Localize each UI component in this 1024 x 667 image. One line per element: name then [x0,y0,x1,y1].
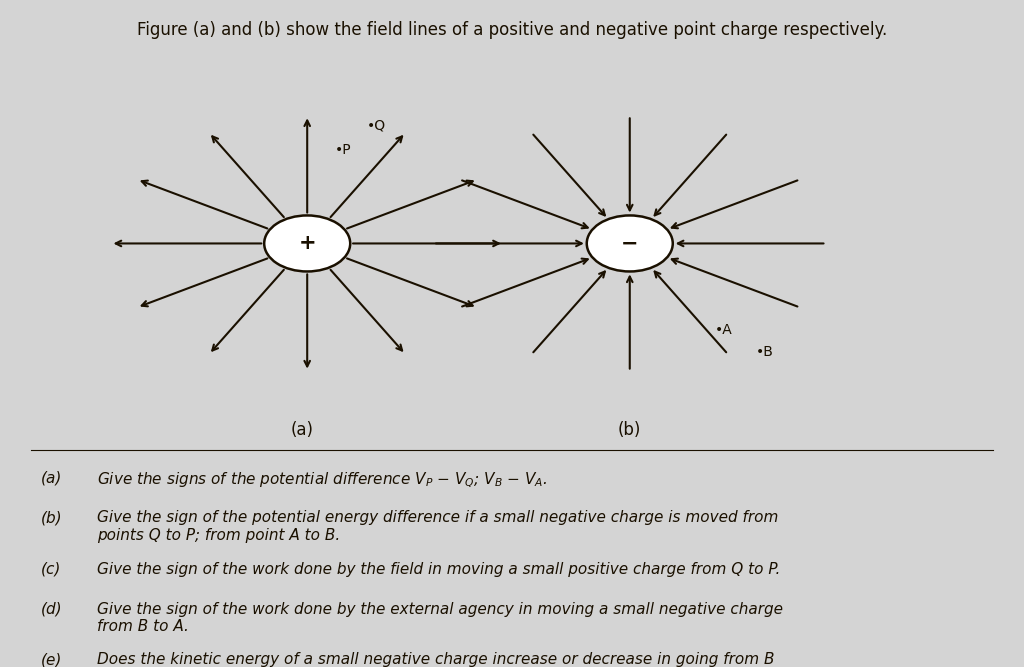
Text: Give the sign of the work done by the external agency in moving a small negative: Give the sign of the work done by the ex… [97,602,783,634]
Text: Give the sign of the potential energy difference if a small negative charge is m: Give the sign of the potential energy di… [97,510,778,543]
Text: •P: •P [335,143,351,157]
Text: Does the kinetic energy of a small negative charge increase or decrease in going: Does the kinetic energy of a small negat… [97,652,775,667]
Text: •B: •B [756,346,773,359]
Circle shape [587,215,673,271]
Text: −: − [621,233,639,253]
Text: •Q: •Q [367,119,386,132]
Text: +: + [298,233,316,253]
Text: Give the sign of the work done by the field in moving a small positive charge fr: Give the sign of the work done by the fi… [97,562,780,576]
Text: •A: •A [715,323,732,337]
Text: (e): (e) [41,652,62,667]
Text: Figure (a) and (b) show the field lines of a positive and negative point charge : Figure (a) and (b) show the field lines … [137,21,887,39]
Text: (a): (a) [291,422,313,439]
Text: (a): (a) [41,470,62,485]
Text: (b): (b) [618,422,641,439]
Text: (b): (b) [41,510,62,525]
Text: (c): (c) [41,562,61,576]
Circle shape [264,215,350,271]
Text: (d): (d) [41,602,62,616]
Text: Give the signs of the potential difference $V_P$ − $V_Q$; $V_B$ − $V_A$.: Give the signs of the potential differen… [97,470,548,490]
